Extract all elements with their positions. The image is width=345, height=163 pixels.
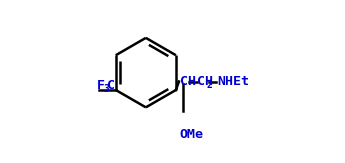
Text: 2: 2 xyxy=(207,80,213,90)
Text: CH: CH xyxy=(180,75,196,88)
Text: C: C xyxy=(107,79,115,92)
Text: NHEt: NHEt xyxy=(217,75,249,88)
Text: OMe: OMe xyxy=(180,127,204,141)
Text: 3: 3 xyxy=(103,84,109,94)
Text: F: F xyxy=(97,79,105,92)
Text: CH: CH xyxy=(197,75,214,88)
